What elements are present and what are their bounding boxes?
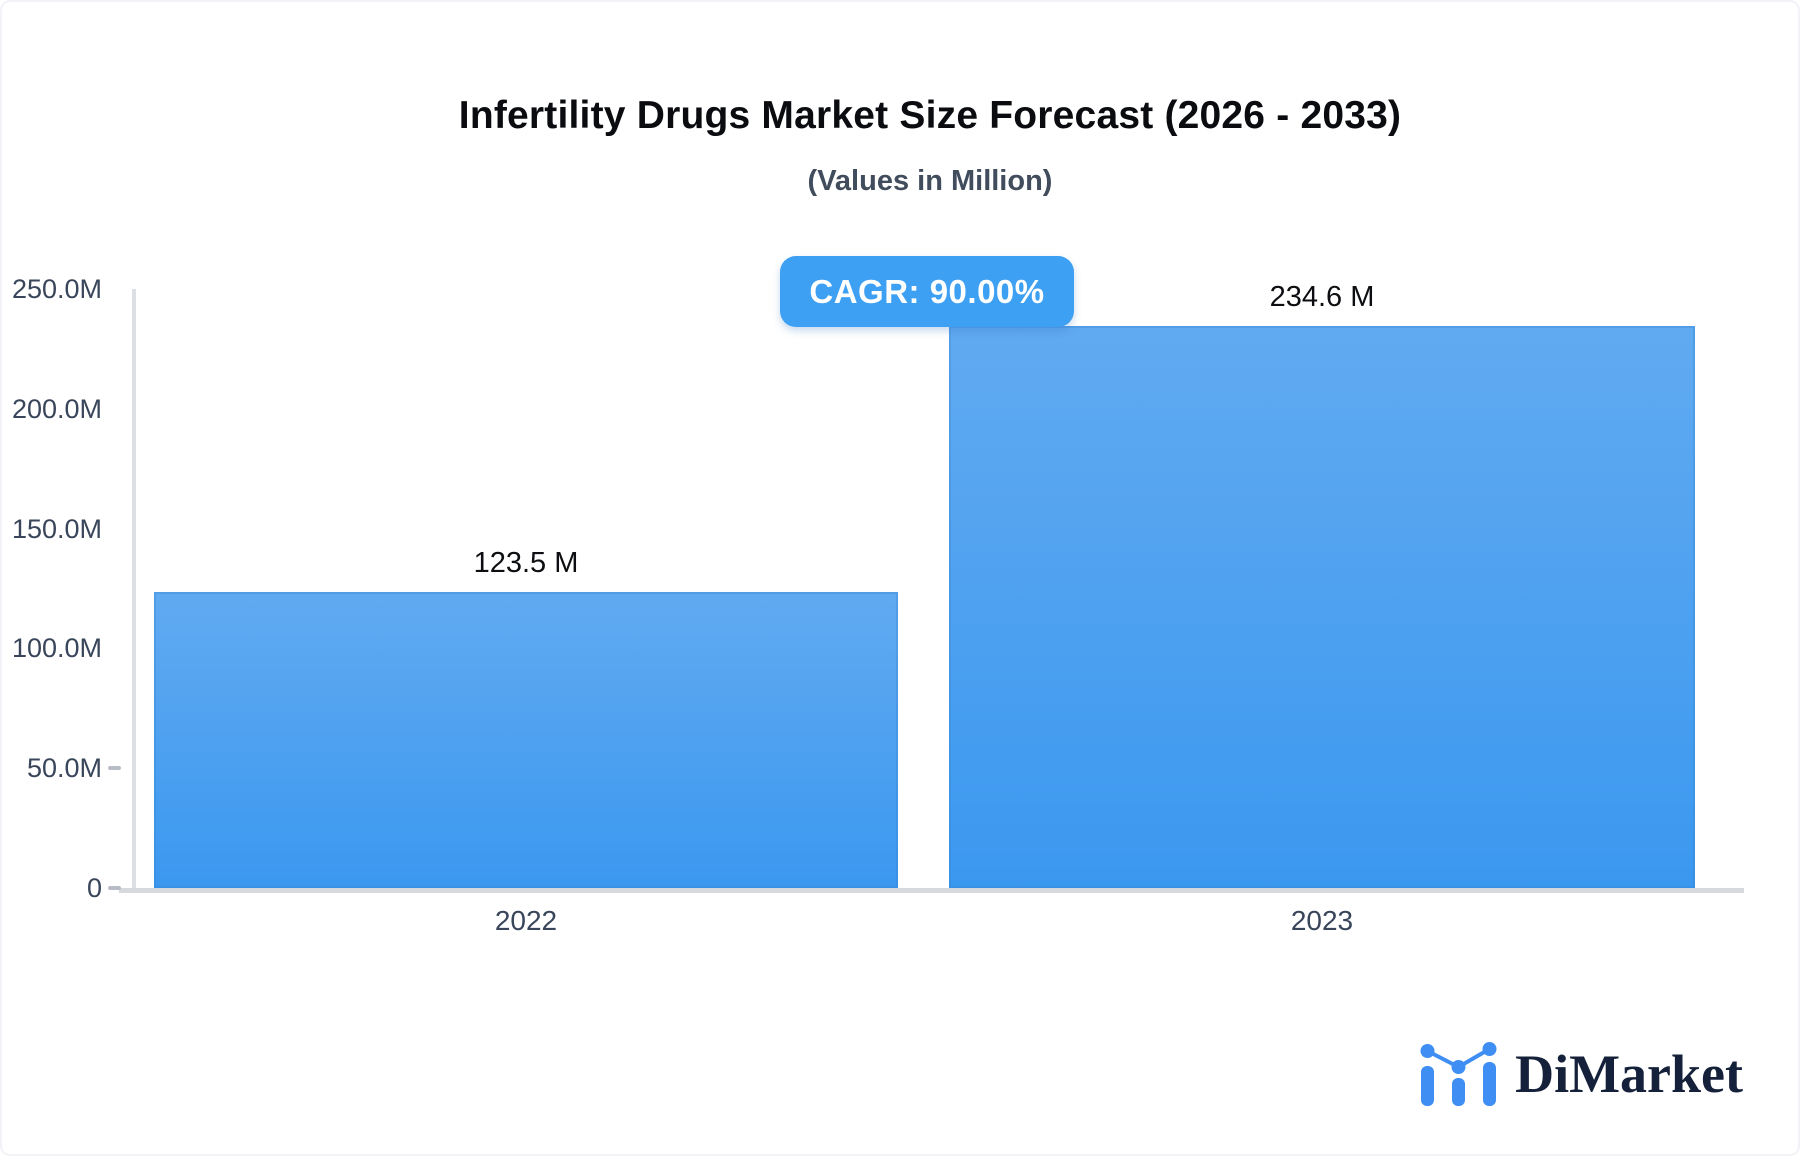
cagr-badge: CAGR: 90.00% [780,256,1074,327]
y-axis-tick-label: 50.0M [26,753,102,784]
y-axis-tick-label: 0 [86,873,102,903]
chart-title: Infertility Drugs Market Size Forecast (… [458,94,1402,137]
dimarket-logo: DiMarket [1419,1042,1743,1106]
x-axis-category-label: 2023 [1290,905,1354,936]
chart-subtitle: (Values in Million) [807,165,1053,197]
mini-bar-chart-icon [1420,1042,1497,1106]
y-axis-tick-label: 250.0M [11,274,102,304]
x-axis-line [119,888,1744,893]
y-axis-tick-mark [108,766,121,771]
y-axis-tick-mark [108,886,121,890]
y-axis-tick-label: 200.0M [11,393,102,424]
y-axis-tick-label: 100.0M [11,633,102,664]
bar-2023[interactable] [949,325,1695,888]
x-axis-category-label: 2022 [494,905,558,936]
bar-value-label: 234.6 M [1269,280,1375,313]
y-axis-tick-label: 150.0M [11,513,102,544]
dimarket-logo-text: DiMarket [1515,1044,1743,1104]
y-axis-line [132,289,136,893]
bar-2022[interactable] [154,592,898,888]
bar-value-label: 123.5 M [473,547,579,580]
